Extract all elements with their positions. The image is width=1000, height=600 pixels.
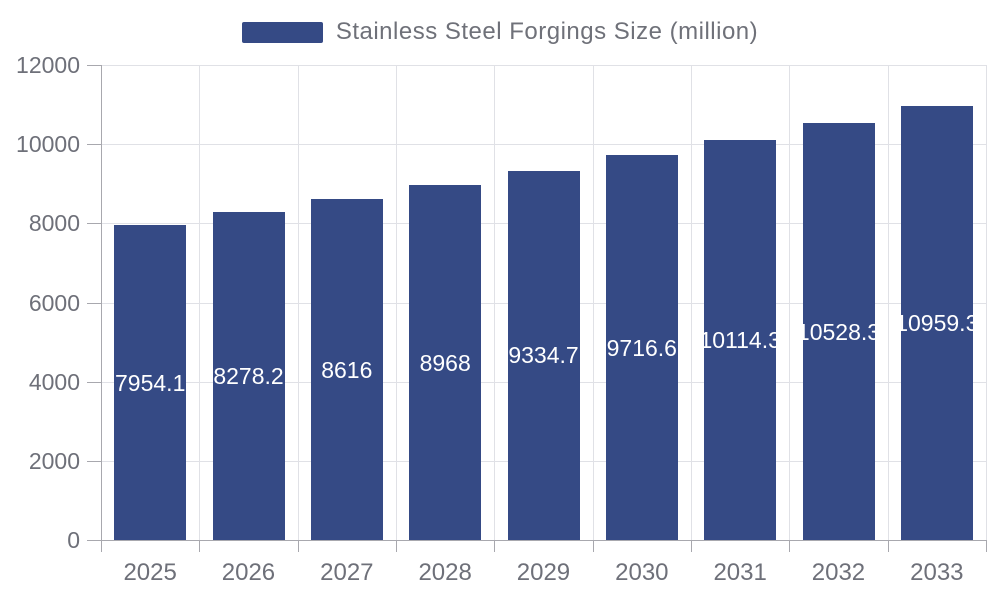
x-gridline: [691, 65, 692, 540]
y-axis-tick: [87, 65, 101, 66]
bar-2031[interactable]: [704, 139, 777, 540]
y-axis-label: 8000: [28, 210, 80, 236]
bar-2032[interactable]: [802, 123, 875, 540]
y-axis-line: [101, 65, 102, 540]
x-axis-tick: [986, 540, 987, 552]
bar-2033[interactable]: [900, 106, 973, 540]
bar-value-label: 10959.3: [895, 310, 979, 337]
x-axis-label: 2027: [320, 559, 374, 586]
y-axis-label: 12000: [16, 52, 80, 78]
x-axis-label: 2032: [811, 559, 866, 586]
bar-value-label: 7954.1: [115, 369, 186, 396]
x-axis-tick: [298, 540, 299, 552]
bar-value-label: 8278.2: [213, 363, 284, 390]
x-axis-label: 2025: [123, 559, 177, 586]
y-axis-tick: [87, 144, 101, 145]
x-gridline: [396, 65, 397, 540]
x-axis-label: 2026: [221, 559, 276, 586]
bar-2028[interactable]: [409, 185, 482, 540]
y-gridline: [101, 65, 986, 66]
y-axis-label: 2000: [28, 448, 80, 474]
y-axis-tick: [87, 303, 101, 304]
x-gridline: [593, 65, 594, 540]
y-axis-label: 0: [67, 527, 80, 553]
bar-value-label: 9334.7: [508, 342, 579, 369]
x-axis-label: 2031: [713, 559, 767, 586]
x-gridline: [199, 65, 200, 540]
bar-2027[interactable]: [310, 198, 383, 540]
x-axis-line: [101, 540, 987, 541]
y-axis-label: 10000: [16, 131, 80, 157]
bar-value-label: 9716.6: [606, 334, 677, 361]
y-gridline: [101, 144, 986, 145]
x-gridline: [789, 65, 790, 540]
y-axis-tick: [87, 540, 101, 541]
x-axis-tick: [101, 540, 102, 552]
bar-2026[interactable]: [212, 212, 285, 540]
y-axis-tick: [87, 461, 101, 462]
bar-2029[interactable]: [507, 170, 580, 540]
x-axis-label: 2028: [418, 559, 472, 586]
legend-swatch: [241, 21, 323, 43]
y-axis-label: 6000: [28, 290, 80, 316]
x-gridline: [888, 65, 889, 540]
x-axis-label: 2033: [910, 559, 964, 586]
x-axis-tick: [691, 540, 692, 552]
x-gridline: [986, 65, 987, 540]
x-axis-tick: [593, 540, 594, 552]
x-axis-label: 2030: [615, 559, 669, 586]
x-axis-tick: [494, 540, 495, 552]
bar-value-label: 10114.3: [699, 326, 781, 353]
legend[interactable]: Stainless Steel Forgings Size (million): [0, 18, 1000, 46]
y-axis-tick: [87, 382, 101, 383]
bar-value-label: 10528.3: [796, 318, 881, 345]
x-axis-tick: [396, 540, 397, 552]
y-axis-label: 4000: [28, 369, 80, 395]
y-axis-tick: [87, 223, 101, 224]
x-axis-tick: [888, 540, 889, 552]
x-axis-tick: [789, 540, 790, 552]
x-axis-label: 2029: [516, 559, 571, 586]
bar-value-label: 8616: [321, 356, 373, 383]
bar-2030[interactable]: [605, 155, 678, 540]
x-axis-tick: [199, 540, 200, 552]
x-gridline: [298, 65, 299, 540]
x-gridline: [494, 65, 495, 540]
legend-label: Stainless Steel Forgings Size (million): [335, 18, 759, 45]
bar-2025[interactable]: [114, 225, 187, 540]
bar-value-label: 8968: [419, 349, 471, 376]
